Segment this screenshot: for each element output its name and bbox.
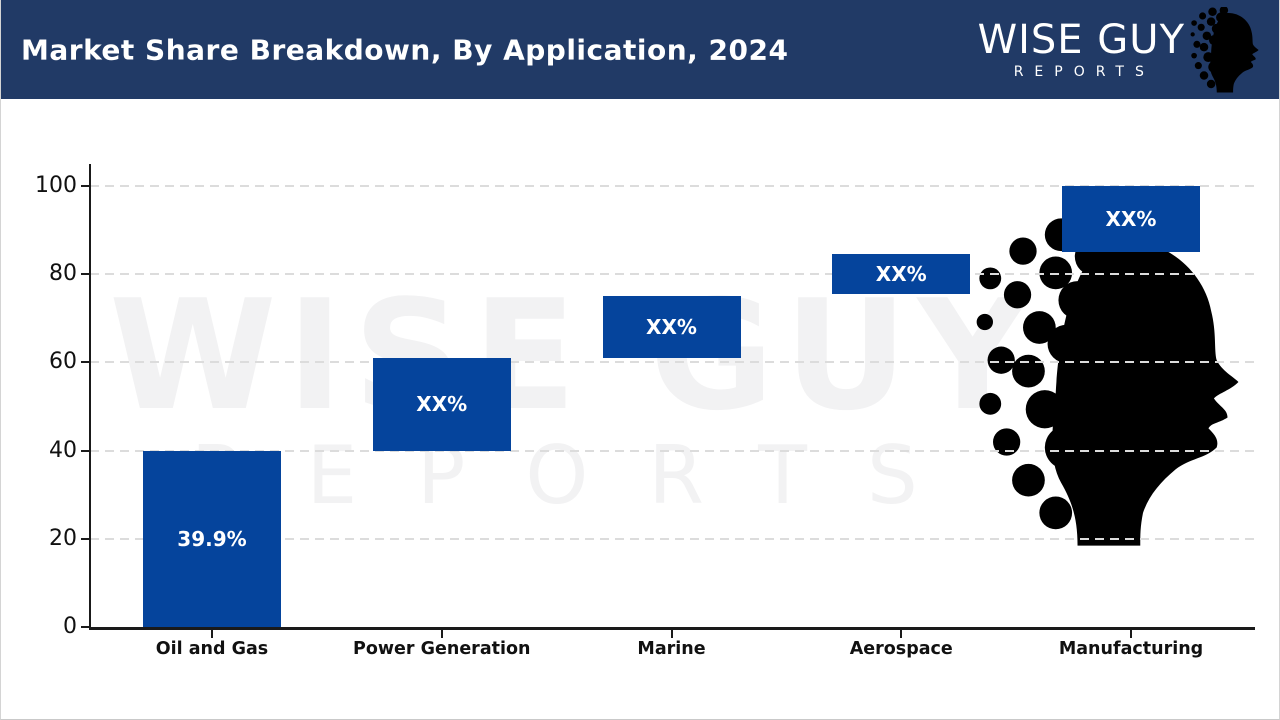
bar-value-label: XX% — [875, 262, 927, 287]
x-axis-tick — [1130, 630, 1132, 638]
gridline-40 — [90, 449, 1254, 452]
y-axis-tick — [81, 449, 90, 452]
bar-value-label: XX% — [416, 392, 468, 417]
x-axis-category-label: Manufacturing — [1058, 639, 1204, 659]
logo-head-icon — [1187, 7, 1265, 93]
y-axis-tick — [81, 273, 90, 276]
bar-manufacturing: XX% — [1062, 186, 1200, 253]
y-axis-tick-label: 0 — [63, 614, 77, 639]
logo-text: WISE GUY REPORTS — [978, 20, 1185, 80]
x-axis-tick — [900, 630, 903, 638]
x-axis-tick — [440, 630, 443, 638]
gridline-60 — [90, 361, 1254, 364]
y-axis-tick — [81, 537, 90, 540]
bar-aerospace: XX% — [832, 254, 971, 295]
y-axis-tick-label: 20 — [49, 525, 77, 551]
gridline-80 — [90, 273, 1254, 276]
x-axis-category-label: Aerospace — [849, 639, 953, 659]
y-axis-tick-label: 40 — [49, 437, 77, 463]
wise-guy-logo: WISE GUY REPORTS — [978, 6, 1265, 94]
y-axis-tick — [81, 626, 90, 628]
x-axis-category-label: Oil and Gas — [155, 639, 269, 659]
x-axis-tick — [211, 630, 213, 638]
logo-subtext: REPORTS — [1013, 64, 1155, 80]
y-axis-line — [89, 164, 91, 628]
x-axis-tick — [670, 630, 673, 638]
bar-value-label: 39.9% — [177, 527, 247, 551]
gridline-100 — [90, 185, 1254, 187]
bar-oil-and-gas: 39.9% — [143, 451, 281, 627]
bar-value-label: XX% — [1105, 207, 1157, 232]
gridline-20 — [90, 537, 1254, 540]
bar-value-label: XX% — [646, 315, 697, 340]
header: Market Share Breakdown, By Application, … — [1, 0, 1279, 99]
y-axis-tick — [81, 185, 90, 187]
x-axis-line — [89, 627, 1255, 630]
x-axis-category-label: Marine — [637, 639, 706, 659]
page-title: Market Share Breakdown, By Application, … — [21, 33, 789, 66]
bar-marine: XX% — [602, 296, 741, 358]
bar-power-generation: XX% — [372, 357, 511, 451]
y-axis-tick-label: 60 — [49, 349, 77, 375]
logo-wordmark: WISE GUY — [977, 17, 1185, 63]
x-axis-category-label: Power Generation — [353, 639, 531, 659]
y-axis-tick-label: 100 — [35, 173, 77, 198]
y-axis-tick — [81, 361, 90, 364]
y-axis-tick-label: 80 — [49, 261, 77, 287]
